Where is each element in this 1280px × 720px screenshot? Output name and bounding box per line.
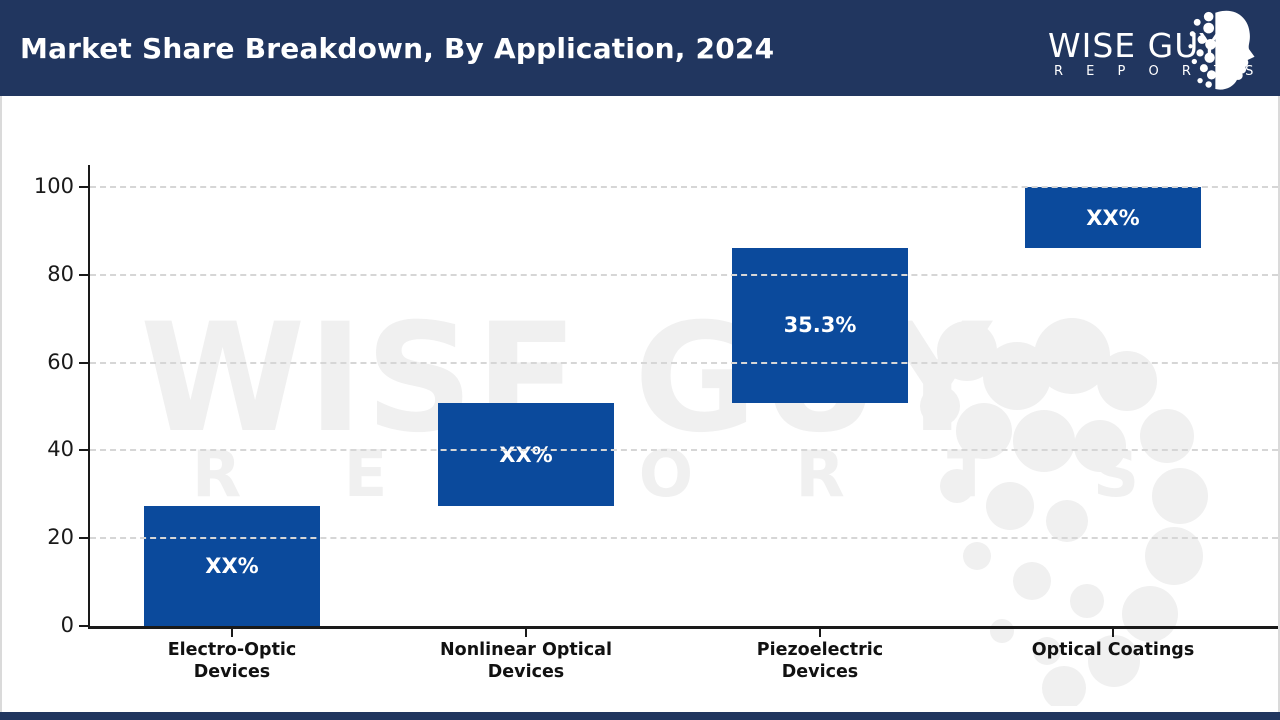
y-tick-label: 100 [33, 174, 74, 198]
header: Market Share Breakdown, By Application, … [0, 0, 1280, 96]
gridline [90, 449, 1278, 452]
y-tick-label: 80 [47, 261, 74, 286]
bar-value-label: XX% [205, 554, 259, 579]
bar: XX% [1025, 187, 1201, 249]
y-axis-spine [88, 165, 90, 629]
gridline [90, 273, 1278, 276]
x-category-label: Optical Coatings [1031, 640, 1195, 660]
y-tick-label: 40 [47, 437, 74, 462]
watermark-head-icon [920, 318, 1208, 706]
x-tick-mark [231, 628, 233, 637]
y-tick-label: 0 [60, 613, 74, 637]
bar-value-label: XX% [499, 442, 553, 467]
logo-head-icon [1188, 10, 1255, 90]
bar: 35.3% [732, 248, 908, 403]
y-tick-mark [79, 537, 88, 540]
logo: WISE GUY R E P O R T S [1016, 8, 1266, 92]
bar: XX% [438, 402, 614, 507]
x-tick-mark [1112, 628, 1114, 637]
bar-value-label: XX% [1086, 205, 1140, 230]
y-tick-mark [79, 186, 88, 188]
gridline [90, 186, 1278, 188]
gridline [90, 361, 1278, 364]
x-axis-spine [88, 626, 1278, 629]
y-tick-label: 20 [47, 525, 74, 550]
x-category-label: Nonlinear Optical Devices [440, 640, 612, 682]
x-tick-mark [819, 628, 821, 637]
y-tick-mark [79, 273, 88, 276]
bar-value-label: 35.3% [783, 313, 857, 338]
x-category-label: Electro-Optic Devices [167, 640, 297, 682]
y-tick-mark [79, 361, 88, 364]
x-category-label: Piezoelectric Devices [756, 640, 884, 682]
x-tick-mark [525, 628, 527, 637]
bar: XX% [144, 506, 320, 626]
page-title: Market Share Breakdown, By Application, … [20, 31, 775, 65]
y-tick-mark [79, 625, 88, 627]
y-tick-label: 60 [47, 349, 74, 374]
gridline [90, 537, 1278, 540]
y-tick-mark [79, 449, 88, 452]
chart-area: WISE GUY R E P O R T S XX% Electro-Optic … [0, 96, 1280, 712]
footer-bar [0, 712, 1280, 720]
